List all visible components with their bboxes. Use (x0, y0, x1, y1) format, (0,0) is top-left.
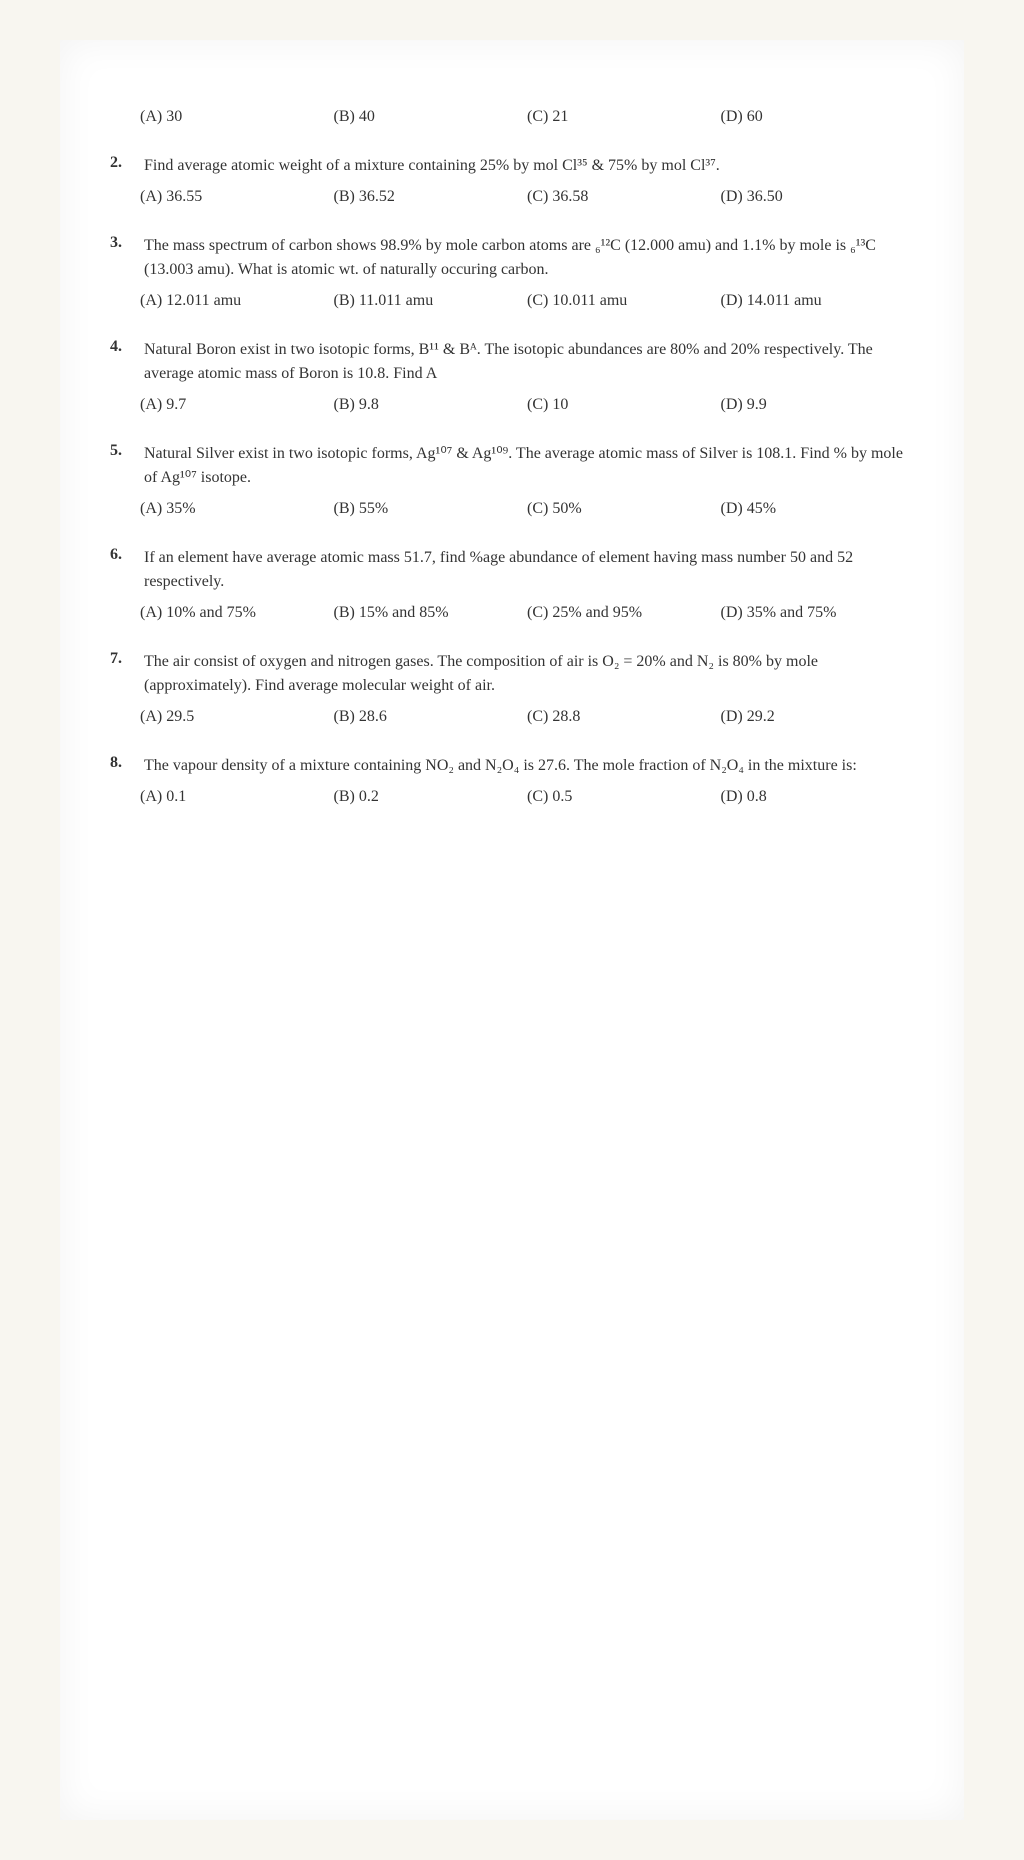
option-row: (A) 0.1 (B) 0.2 (C) 0.5 (D) 0.8 (110, 788, 914, 806)
question-number: 3. (110, 234, 140, 252)
option-a: (A) 12.011 amu (140, 292, 334, 310)
option-c: (C) 28.8 (527, 708, 721, 726)
option-d: (D) 36.50 (721, 188, 915, 206)
option-b: (B) 28.6 (334, 708, 528, 726)
question-number: 4. (110, 338, 140, 356)
option-d: (D) 0.8 (721, 788, 915, 806)
option-b: (B) 9.8 (334, 396, 528, 414)
option-a: (A) 9.7 (140, 396, 334, 414)
question-6: 6. If an element have average atomic mas… (110, 546, 914, 622)
option-row: (A) 10% and 75% (B) 15% and 85% (C) 25% … (110, 604, 914, 622)
option-c: (C) 25% and 95% (527, 604, 721, 622)
question-number: 8. (110, 754, 140, 772)
option-b: (B) 15% and 85% (334, 604, 528, 622)
question-text: The mass spectrum of carbon shows 98.9% … (144, 234, 908, 282)
question-number: 5. (110, 442, 140, 460)
question-1-options-only: (A) 30 (B) 40 (C) 21 (D) 60 (110, 80, 914, 126)
option-b: (B) 55% (334, 500, 528, 518)
option-c: (C) 10 (527, 396, 721, 414)
question-text: If an element have average atomic mass 5… (144, 546, 908, 594)
question-number: 7. (110, 650, 140, 668)
option-row: (A) 12.011 amu (B) 11.011 amu (C) 10.011… (110, 292, 914, 310)
question-5: 5. Natural Silver exist in two isotopic … (110, 442, 914, 518)
question-number: 2. (110, 154, 140, 172)
option-c: (C) 36.58 (527, 188, 721, 206)
option-b: (B) 36.52 (334, 188, 528, 206)
option-c: (C) 0.5 (527, 788, 721, 806)
question-4: 4. Natural Boron exist in two isotopic f… (110, 338, 914, 414)
question-3: 3. The mass spectrum of carbon shows 98.… (110, 234, 914, 310)
option-d: (D) 45% (721, 500, 915, 518)
option-b: (B) 11.011 amu (334, 292, 528, 310)
question-text: Natural Boron exist in two isotopic form… (144, 338, 908, 386)
question-text: The air consist of oxygen and nitrogen g… (144, 650, 908, 698)
option-d: (D) 35% and 75% (721, 604, 915, 622)
option-a: (A) 29.5 (140, 708, 334, 726)
option-a: (A) 30 (140, 108, 334, 126)
question-text: Find average atomic weight of a mixture … (144, 154, 908, 178)
option-b: (B) 40 (334, 108, 528, 126)
option-c: (C) 50% (527, 500, 721, 518)
question-page: (A) 30 (B) 40 (C) 21 (D) 60 2. Find aver… (60, 40, 964, 1820)
question-8: 8. The vapour density of a mixture conta… (110, 754, 914, 806)
option-row: (A) 30 (B) 40 (C) 21 (D) 60 (110, 108, 914, 126)
question-text: The vapour density of a mixture containi… (144, 754, 908, 778)
question-text: Natural Silver exist in two isotopic for… (144, 442, 908, 490)
question-7: 7. The air consist of oxygen and nitroge… (110, 650, 914, 726)
option-a: (A) 0.1 (140, 788, 334, 806)
option-row: (A) 29.5 (B) 28.6 (C) 28.8 (D) 29.2 (110, 708, 914, 726)
option-a: (A) 36.55 (140, 188, 334, 206)
option-d: (D) 14.011 amu (721, 292, 915, 310)
question-2: 2. Find average atomic weight of a mixtu… (110, 154, 914, 206)
option-d: (D) 9.9 (721, 396, 915, 414)
option-c: (C) 21 (527, 108, 721, 126)
option-c: (C) 10.011 amu (527, 292, 721, 310)
option-row: (A) 35% (B) 55% (C) 50% (D) 45% (110, 500, 914, 518)
option-row: (A) 36.55 (B) 36.52 (C) 36.58 (D) 36.50 (110, 188, 914, 206)
option-d: (D) 29.2 (721, 708, 915, 726)
question-number: 6. (110, 546, 140, 564)
option-row: (A) 9.7 (B) 9.8 (C) 10 (D) 9.9 (110, 396, 914, 414)
option-a: (A) 10% and 75% (140, 604, 334, 622)
option-a: (A) 35% (140, 500, 334, 518)
option-b: (B) 0.2 (334, 788, 528, 806)
option-d: (D) 60 (721, 108, 915, 126)
